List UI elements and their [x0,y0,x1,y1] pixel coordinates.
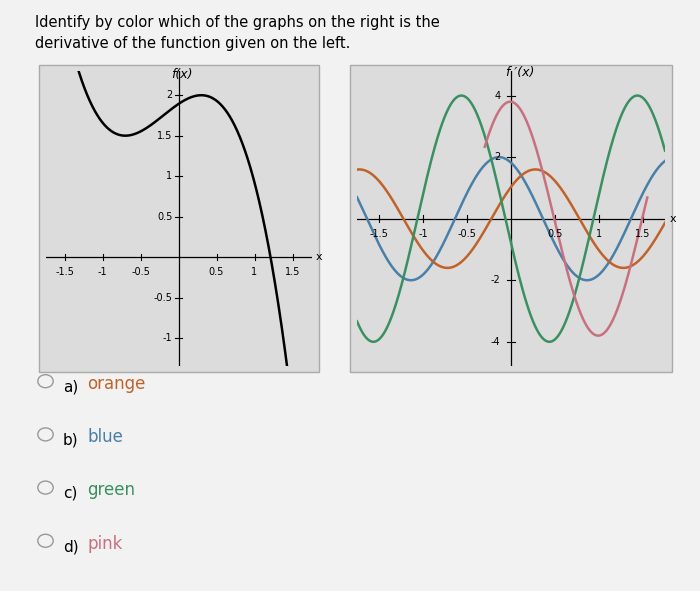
Text: green: green [88,482,136,499]
Text: 1: 1 [596,229,602,239]
Text: -2: -2 [491,275,500,285]
Text: 0.5: 0.5 [209,267,224,277]
Text: 1.5: 1.5 [157,131,172,141]
Text: a): a) [63,379,78,395]
Text: -4: -4 [491,337,500,347]
Text: orange: orange [88,375,146,393]
Text: -1: -1 [98,267,107,277]
Text: d): d) [63,539,78,554]
Text: -0.5: -0.5 [153,293,172,303]
Text: -1.5: -1.5 [370,229,389,239]
Text: -0.5: -0.5 [131,267,150,277]
Text: 4: 4 [494,90,500,100]
Text: -1: -1 [163,333,172,343]
Text: Identify by color which of the graphs on the right is the
derivative of the func: Identify by color which of the graphs on… [35,15,440,51]
Text: -0.5: -0.5 [458,229,477,239]
Text: 1.5: 1.5 [636,229,651,239]
Text: b): b) [63,433,78,448]
Text: blue: blue [88,428,123,446]
Text: 0.5: 0.5 [547,229,563,239]
Text: f(x): f(x) [172,67,193,80]
Text: -1.5: -1.5 [55,267,74,277]
Text: 2: 2 [166,90,172,100]
Text: 1: 1 [167,171,172,181]
Text: -1: -1 [418,229,428,239]
Text: x: x [315,252,322,262]
Text: x: x [669,214,676,223]
Text: 1: 1 [251,267,258,277]
Text: c): c) [63,486,78,501]
Text: pink: pink [88,535,123,553]
Text: 2: 2 [494,152,500,162]
Text: 0.5: 0.5 [157,212,172,222]
Text: 1.5: 1.5 [285,267,300,277]
Text: f ′(x): f ′(x) [505,66,534,79]
